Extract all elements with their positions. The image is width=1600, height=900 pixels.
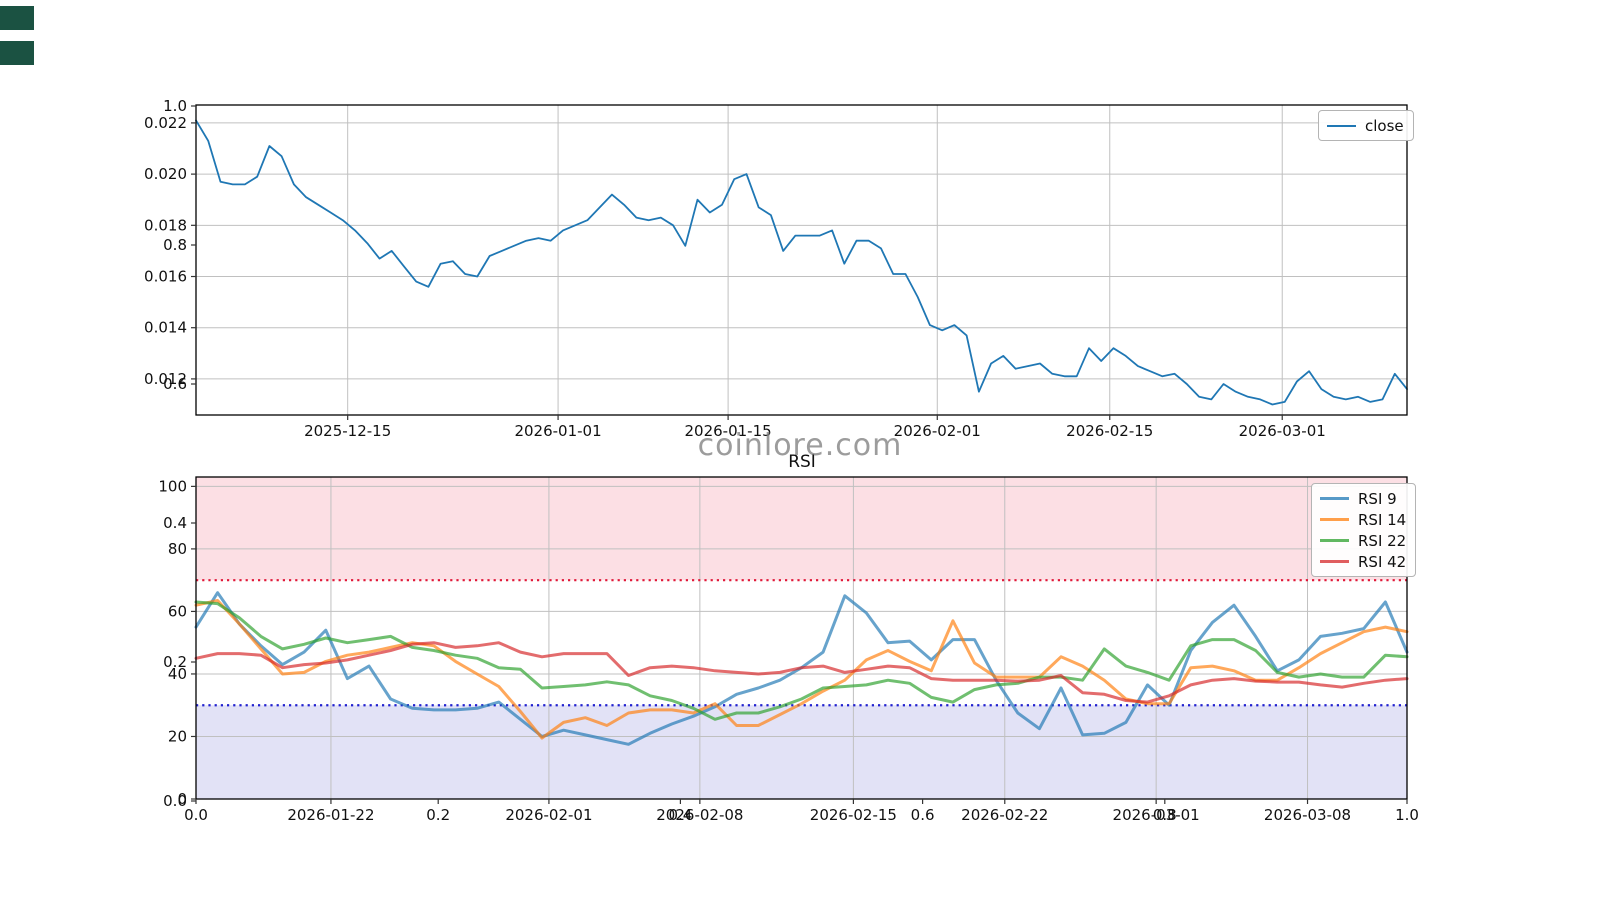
rsi-y-tick-label: 60: [168, 602, 187, 620]
overlay-x-tick-label: 0.6: [911, 806, 935, 824]
legend-label-close: close: [1365, 116, 1404, 135]
overlay-x-tick-label: 0.8: [1153, 806, 1177, 824]
rsi-panel-title: RSI: [788, 452, 816, 472]
date-tick-label: 2025-12-15: [304, 422, 391, 440]
date-tick-label: 2026-02-22: [961, 806, 1048, 824]
overlay-x-tick-label: 0.0: [184, 806, 208, 824]
rsi22-line-swatch: [1320, 539, 1349, 542]
rsi-y-tick-label: 20: [168, 727, 187, 745]
date-tick-label: 2026-02-08: [656, 806, 743, 824]
rsi-14-line: [194, 599, 1409, 740]
overlay-y-tick-label: 0.2: [163, 653, 187, 671]
price-y-tick-label: 0.014: [144, 319, 187, 337]
legend-entry-rsi14: RSI 14: [1320, 509, 1406, 530]
overlay-x-tick-label: 0.2: [426, 806, 450, 824]
rsi-y-tick-label: 100: [158, 477, 187, 495]
overlay-y-tick-label: 0.0: [163, 792, 187, 810]
close-line-swatch: [1327, 124, 1356, 127]
decoration-block: [0, 6, 34, 30]
date-tick-label: 2026-02-01: [505, 806, 592, 824]
legend-entry-close: close: [1327, 115, 1404, 136]
rsi9-line-swatch: [1320, 497, 1349, 500]
legend-entry-rsi42: RSI 42: [1320, 551, 1406, 572]
overlay-x-tick-label: 0.4: [668, 806, 692, 824]
price-y-tick-label: 0.020: [144, 165, 187, 183]
date-tick-label: 2026-01-22: [287, 806, 374, 824]
overlay-x-tick-label: 1.0: [1395, 806, 1419, 824]
date-tick-label: 2026-02-15: [1066, 422, 1153, 440]
legend-close: close: [1318, 110, 1414, 141]
overlay-y-tick-label: 0.8: [163, 236, 187, 254]
oversold-zone: [196, 705, 1407, 799]
rsi-22-line: [194, 600, 1409, 721]
price-y-tick-label: 0.018: [144, 216, 187, 234]
rsi14-line-swatch: [1320, 518, 1349, 521]
overlay-y-tick-label: 0.4: [163, 514, 187, 532]
price-y-tick-label: 0.022: [144, 114, 187, 132]
date-tick-label: 2026-01-15: [685, 422, 772, 440]
legend-label-rsi14: RSI 14: [1358, 510, 1407, 529]
legend-label-rsi9: RSI 9: [1358, 489, 1397, 508]
price-y-tick-label: 0.012: [144, 370, 187, 388]
legend-label-rsi42: RSI 42: [1358, 552, 1407, 571]
date-tick-label: 2026-03-01: [1239, 422, 1326, 440]
rsi-y-tick-label: 80: [168, 540, 187, 558]
rsi42-line-swatch: [1320, 560, 1349, 563]
date-tick-label: 2026-01-01: [514, 422, 601, 440]
rsi-y-tick-label: 40: [168, 665, 187, 683]
legend-label-rsi22: RSI 22: [1358, 531, 1407, 550]
plot-border: [195, 104, 1408, 416]
plot-border: [195, 476, 1408, 800]
date-tick-label: 2026-03-01: [1113, 806, 1200, 824]
rsi-42-line: [194, 641, 1409, 704]
date-tick-label: 2026-02-15: [810, 806, 897, 824]
date-tick-label: 2026-02-01: [894, 422, 981, 440]
price-y-tick-label: 0.016: [144, 268, 187, 286]
overbought-zone: [196, 477, 1407, 581]
overlay-y-tick-label: 1.0: [163, 97, 187, 115]
legend-rsi: RSI 9 RSI 14 RSI 22 RSI 42: [1311, 483, 1417, 577]
rsi-y-tick-label: 0: [177, 790, 187, 808]
close-line: [195, 119, 1408, 406]
date-tick-label: 2026-03-08: [1264, 806, 1351, 824]
overlay-y-tick-label: 0.6: [163, 375, 187, 393]
legend-entry-rsi9: RSI 9: [1320, 488, 1406, 509]
decoration-block: [0, 41, 34, 65]
legend-entry-rsi22: RSI 22: [1320, 530, 1406, 551]
